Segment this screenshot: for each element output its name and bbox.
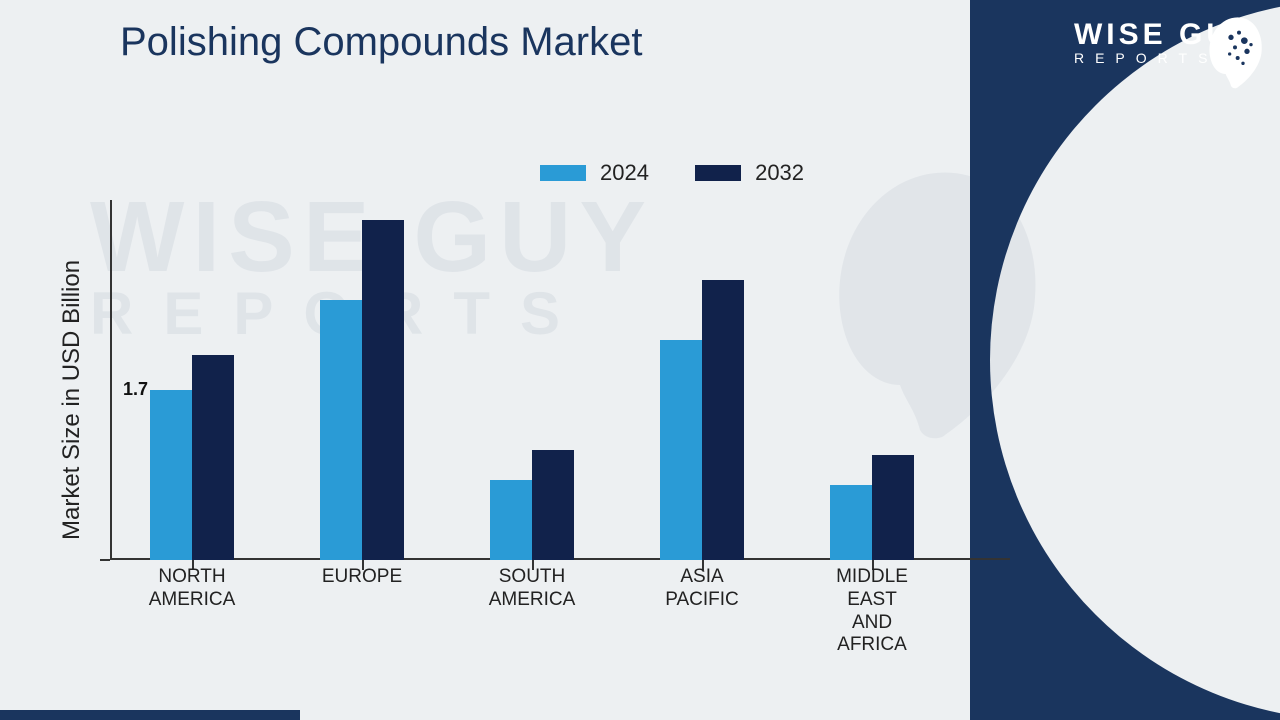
legend-item-2032: 2032 <box>695 160 804 186</box>
bar-2032-1 <box>362 220 404 560</box>
bar-2032-0 <box>192 355 234 560</box>
x-label: EUROPE <box>287 566 437 589</box>
legend-label-2032: 2032 <box>755 160 804 186</box>
legend-item-2024: 2024 <box>540 160 649 186</box>
x-label: SOUTHAMERICA <box>457 566 607 612</box>
legend: 2024 2032 <box>540 160 844 187</box>
y-tick <box>100 559 110 561</box>
value-label: 1.7 <box>114 379 148 400</box>
y-axis-line <box>110 200 112 560</box>
bar-2024-4 <box>830 485 872 560</box>
bar-2032-2 <box>532 450 574 560</box>
legend-swatch-2024 <box>540 165 586 181</box>
bar-2024-2 <box>490 480 532 560</box>
bar-2024-3 <box>660 340 702 560</box>
x-label: NORTHAMERICA <box>117 566 267 612</box>
x-label: MIDDLEEASTANDAFRICA <box>797 566 947 657</box>
chart-title: Polishing Compounds Market <box>120 20 642 65</box>
bar-2024-1 <box>320 300 362 560</box>
bar-chart: 1.7 <box>110 200 1010 560</box>
bottom-accent-strip <box>0 710 300 720</box>
x-label: ASIAPACIFIC <box>627 566 777 612</box>
stage: WISE GUY REPORTS Polishing Compounds Mar… <box>0 0 1280 720</box>
bar-2032-4 <box>872 455 914 560</box>
legend-swatch-2032 <box>695 165 741 181</box>
legend-label-2024: 2024 <box>600 160 649 186</box>
y-axis-label: Market Size in USD Billion <box>58 260 86 540</box>
bar-2024-0 <box>150 390 192 560</box>
bar-2032-3 <box>702 280 744 560</box>
brand-head-icon <box>1196 14 1266 94</box>
